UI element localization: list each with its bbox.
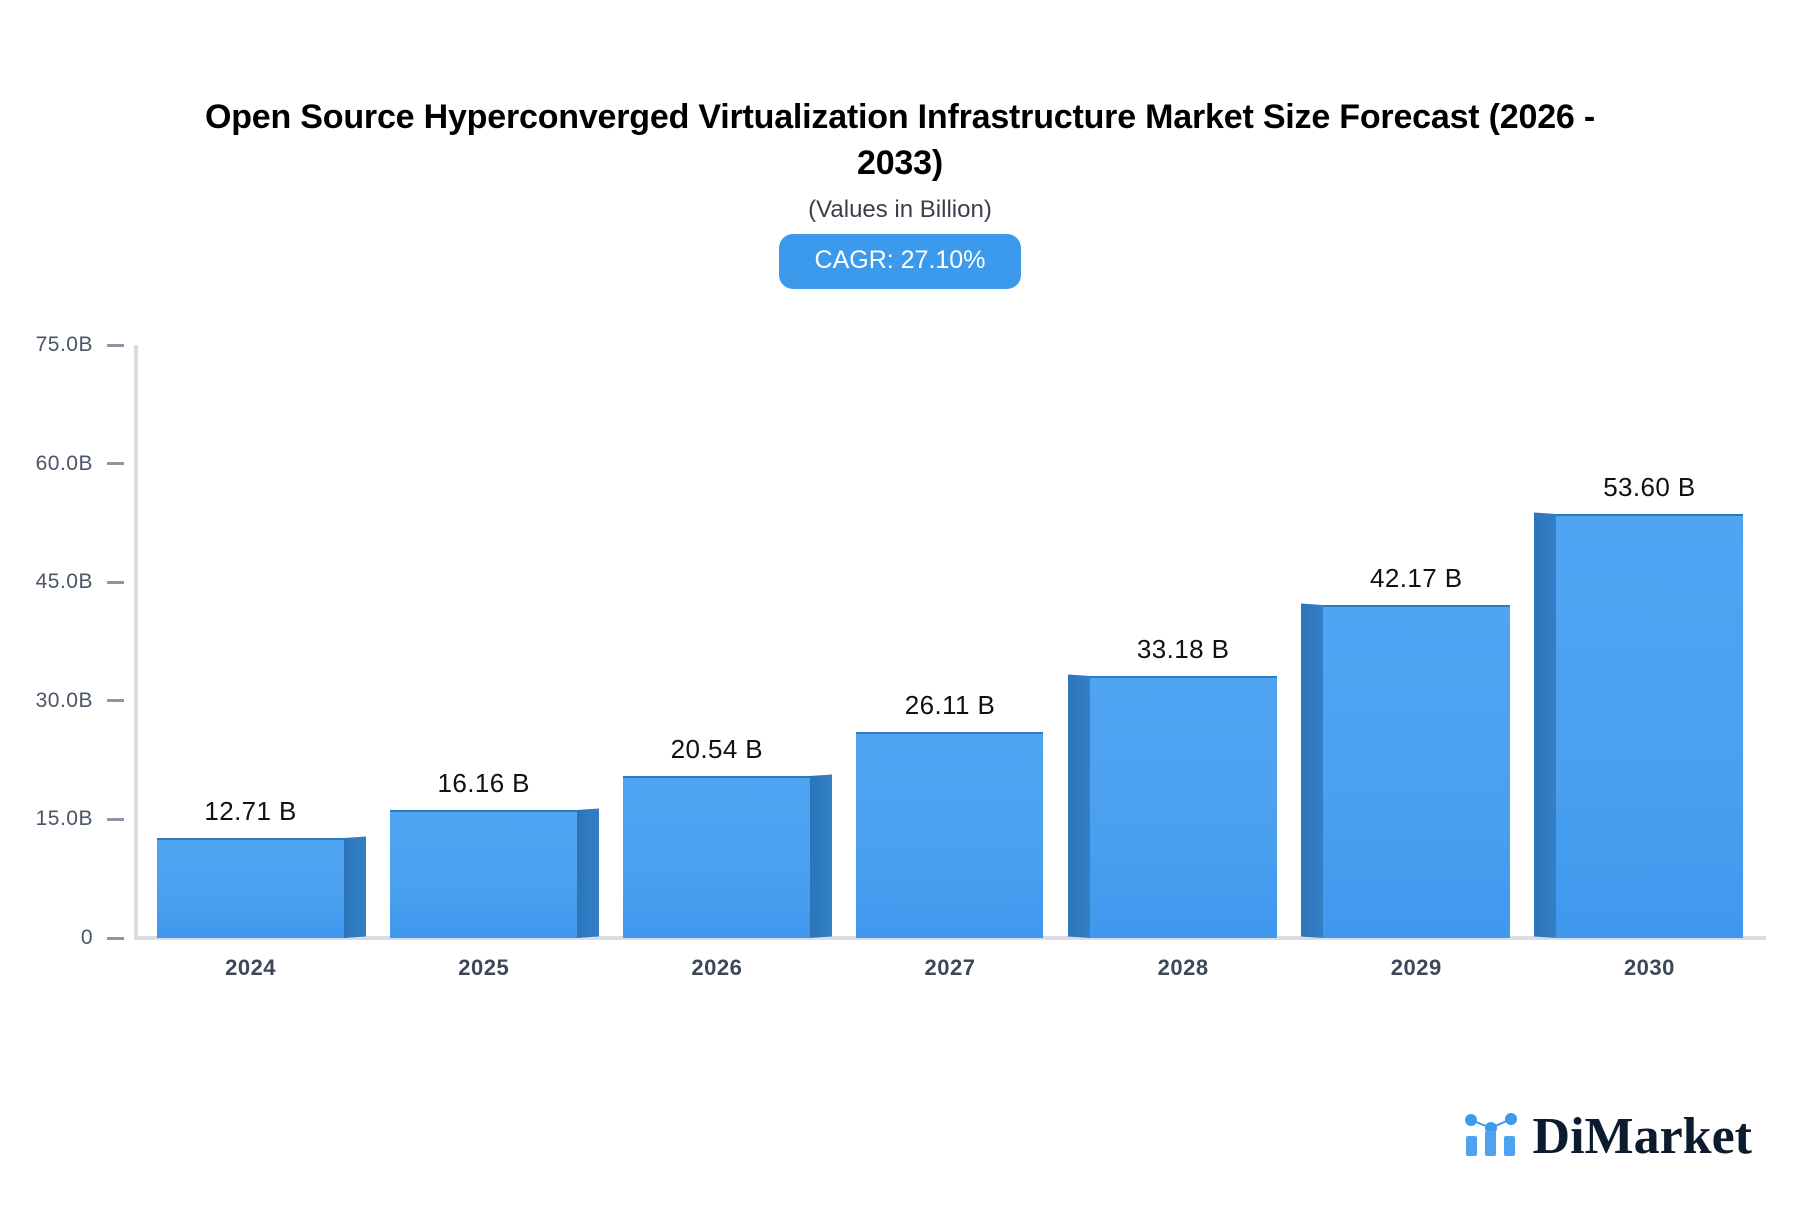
y-axis-tick-label: 60.0B [35, 451, 93, 475]
logo-text: DiMarket [1532, 1107, 1752, 1165]
bar-column[interactable]: 16.16 B [390, 768, 600, 938]
bar-front-face [1322, 604, 1510, 938]
y-axis-tick: 0 [81, 926, 134, 950]
bar-front-face [157, 837, 345, 938]
bar-column[interactable]: 20.54 B [623, 734, 833, 938]
title-block: Open Source Hyperconverged Virtualizatio… [0, 95, 1800, 289]
y-axis-line [134, 345, 138, 940]
x-axis-category-label: 2024 [225, 955, 277, 980]
bar-side-face [577, 808, 600, 938]
x-axis-labels: 2024 2025 2026 2027 2028 2029 2030 [134, 955, 1766, 981]
x-axis-category-label: 2029 [1390, 955, 1442, 980]
x-axis-baseline [134, 936, 1766, 940]
y-axis-tick-label: 45.0B [35, 570, 93, 594]
x-axis-category-label: 2025 [458, 955, 510, 980]
y-axis-tick-mark [107, 580, 124, 584]
bar-slot: 42.17 B [1300, 345, 1533, 938]
bar-side-face [1300, 603, 1323, 938]
y-axis-tick-mark [107, 817, 124, 821]
bar-slot: 16.16 B [367, 345, 600, 938]
bar-side-face [1533, 512, 1556, 938]
y-axis-tick: 15.0B [36, 807, 134, 831]
bar-value-label: 26.11 B [904, 689, 996, 720]
bar-value-label: 20.54 B [670, 733, 764, 764]
y-axis: 0 15.0B 30.0B 45.0B 60.0B 75.0B [0, 333, 134, 949]
bar-chart-with-trend-dots-icon [1463, 1109, 1519, 1164]
bar-value-label: 53.60 B [1603, 472, 1696, 503]
bar-value-label: 33.18 B [1136, 633, 1230, 664]
bar-series: 12.71 B 16.16 B 20.54 B 26.11 B 33.18 B 42.17… [134, 345, 1766, 938]
bar-slot: 53.60 B [1533, 345, 1766, 938]
y-axis-tick: 60.0B [36, 452, 134, 476]
bar-value-label: 12.71 B [204, 795, 297, 826]
y-axis-tick-mark [107, 936, 124, 940]
y-axis-tick-label: 75.0B [35, 333, 93, 356]
x-axis-category-label: 2026 [691, 955, 743, 980]
cagr-badge-wrapper: CAGR: 27.10% [0, 233, 1800, 289]
bar-column[interactable]: 42.17 B [1300, 563, 1510, 938]
page-title: Open Source Hyperconverged Virtualizatio… [204, 98, 1596, 182]
x-axis-category-label: 2030 [1623, 955, 1675, 980]
bar-side-face [810, 774, 833, 938]
bar-slot: 33.18 B [1067, 345, 1300, 938]
y-axis-tick: 45.0B [36, 570, 134, 594]
y-axis-tick: 30.0B [36, 689, 134, 713]
bar-column[interactable]: 33.18 B [1067, 634, 1277, 938]
cagr-status-badge: CAGR: 27.10% [778, 233, 1022, 289]
bar-front-face [856, 731, 1044, 938]
bar-slot: 12.71 B [134, 345, 367, 938]
bar-column[interactable]: 53.60 B [1533, 472, 1743, 938]
bar-side-face [344, 835, 367, 938]
x-axis-category-label: 2027 [924, 955, 976, 980]
bar-column[interactable]: 12.71 B [157, 796, 367, 938]
bar-side-face [1067, 674, 1090, 938]
bar-slot: 26.11 B [833, 345, 1066, 938]
bar-value-label: 42.17 B [1370, 562, 1463, 593]
x-axis-category-label: 2028 [1157, 955, 1209, 980]
bar-front-face [623, 775, 811, 938]
bar-front-face [1089, 675, 1277, 938]
chart-subtitle: (Values in Billion) [808, 195, 992, 223]
y-axis-tick: 75.0B [36, 333, 134, 357]
bar-column[interactable]: 26.11 B [856, 690, 1044, 938]
y-axis-tick-mark [107, 699, 124, 703]
bar-front-face [390, 810, 578, 938]
y-axis-tick-label: 30.0B [35, 688, 93, 712]
y-axis-tick-label: 0 [80, 926, 93, 949]
bar-value-label: 16.16 B [437, 768, 530, 799]
bar-slot: 20.54 B [600, 345, 833, 938]
bar-front-face [1555, 514, 1743, 938]
dimarket-logo: DiMarket [1463, 1109, 1752, 1164]
y-axis-tick-mark [107, 462, 124, 466]
y-axis-tick-mark [107, 343, 124, 347]
y-axis-tick-label: 15.0B [35, 807, 93, 831]
